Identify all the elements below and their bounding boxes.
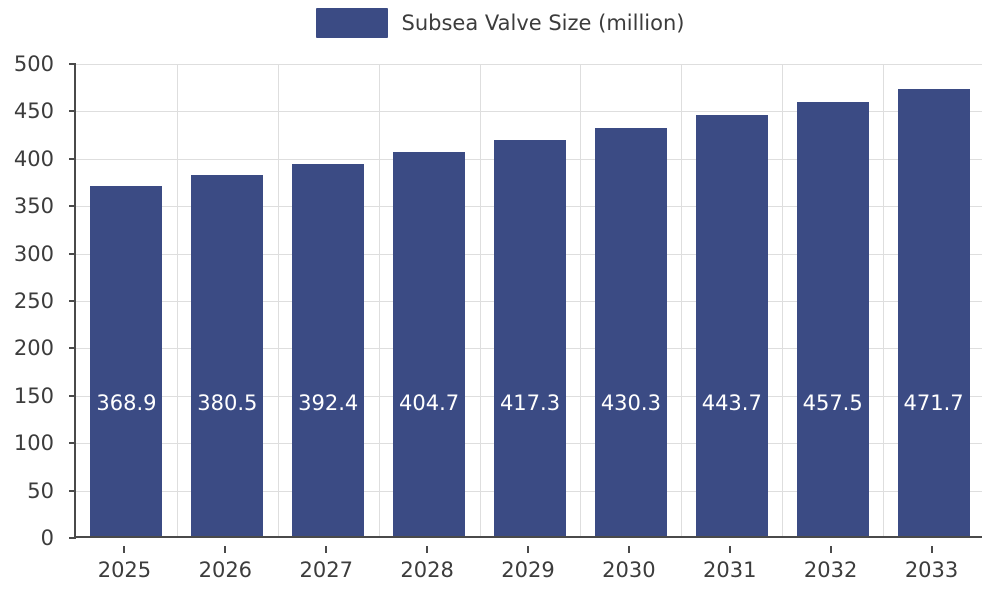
chart-legend: Subsea Valve Size (million) <box>0 8 1000 38</box>
gridline-vertical <box>782 64 784 536</box>
bar-2025[interactable]: 368.9 <box>90 186 163 536</box>
y-tick-mark <box>69 442 76 445</box>
y-tick-mark <box>69 537 76 539</box>
plot-area: 368.9 380.5 392.4 404.7 417.3 430.3 443.7 457.5… <box>69 63 982 539</box>
bar-2030[interactable]: 430.3 <box>594 128 667 536</box>
x-tick-mark <box>527 546 529 553</box>
bar-value-label: 430.3 <box>600 391 661 415</box>
bar-value-label: 417.3 <box>499 391 561 415</box>
gridline-horizontal <box>76 64 982 65</box>
y-tick-label: 300 <box>13 241 54 266</box>
bar-value-label: 471.7 <box>903 391 964 415</box>
gridline-vertical <box>883 64 885 536</box>
x-tick-mark <box>627 546 630 553</box>
gridline-vertical <box>681 64 683 536</box>
bar-value-label: 443.7 <box>701 391 762 415</box>
bar-2026[interactable]: 380.5 <box>191 175 264 536</box>
bar-2033[interactable]: 471.7 <box>897 88 970 536</box>
y-tick-label: 350 <box>13 194 54 219</box>
x-axis: 2025 2026 2027 2028 2029 2030 2031 2032 2033 <box>74 546 982 586</box>
y-tick-mark <box>69 489 76 492</box>
y-tick-label: 400 <box>13 146 54 171</box>
y-axis: 0 50 100 150 200 250 300 350 400 450 500 <box>0 52 64 550</box>
bar-value-label: 404.7 <box>399 391 460 415</box>
x-tick-label: 2026 <box>198 558 253 582</box>
gridline-vertical <box>277 64 279 536</box>
bar-value-label: 380.5 <box>197 391 258 415</box>
x-tick-mark <box>426 546 429 553</box>
y-tick-mark <box>69 63 76 65</box>
y-tick-mark <box>69 110 76 113</box>
x-tick-mark <box>930 546 933 553</box>
y-tick-label: 50 <box>27 478 54 503</box>
x-tick-mark <box>123 546 126 553</box>
legend-label-subsea-valve-size: Subsea Valve Size (million) <box>401 11 685 35</box>
y-tick-mark <box>69 157 76 160</box>
bar-2031[interactable]: 443.7 <box>695 115 768 536</box>
bar-2032[interactable]: 457.5 <box>796 102 869 536</box>
bar-value-label: 392.4 <box>298 391 359 415</box>
x-tick-mark <box>325 546 328 553</box>
bar-2028[interactable]: 404.7 <box>393 152 466 536</box>
x-tick-label: 2029 <box>501 558 555 582</box>
gridline-vertical <box>479 64 481 536</box>
x-tick-label: 2033 <box>904 558 959 582</box>
x-tick-label: 2030 <box>602 558 656 582</box>
bar-2029[interactable]: 417.3 <box>494 140 566 536</box>
gridline-vertical <box>176 64 178 536</box>
bar-value-label: 457.5 <box>802 391 863 415</box>
x-tick-mark <box>829 546 832 553</box>
bar-value-label: 368.9 <box>96 391 157 415</box>
x-tick-label: 2031 <box>703 558 757 582</box>
gridline-vertical <box>378 64 380 536</box>
gridline-horizontal <box>76 111 982 113</box>
y-tick-mark <box>69 300 76 302</box>
y-tick-mark <box>69 394 76 397</box>
y-tick-mark <box>69 252 76 255</box>
x-tick-mark <box>728 546 731 553</box>
y-tick-mark <box>69 205 76 208</box>
y-tick-label: 500 <box>13 52 54 76</box>
y-tick-label: 100 <box>13 431 54 456</box>
plot-wrapper: 368.9 380.5 392.4 404.7 417.3 430.3 443.7 457.5… <box>69 63 982 539</box>
x-tick-label: 2027 <box>299 558 353 582</box>
y-tick-label: 150 <box>13 383 54 408</box>
bar-2027[interactable]: 392.4 <box>292 164 365 536</box>
y-tick-label: 0 <box>40 526 54 550</box>
y-tick-label: 450 <box>13 99 54 124</box>
x-tick-mark <box>224 546 227 553</box>
x-tick-label: 2032 <box>803 558 858 582</box>
legend-swatch-subsea-valve-size <box>315 8 388 38</box>
y-tick-mark <box>69 347 76 350</box>
y-tick-label: 250 <box>13 289 54 313</box>
x-tick-label: 2028 <box>400 558 454 582</box>
x-tick-label: 2025 <box>97 558 152 582</box>
y-tick-label: 200 <box>13 336 54 361</box>
gridline-vertical <box>580 64 582 536</box>
